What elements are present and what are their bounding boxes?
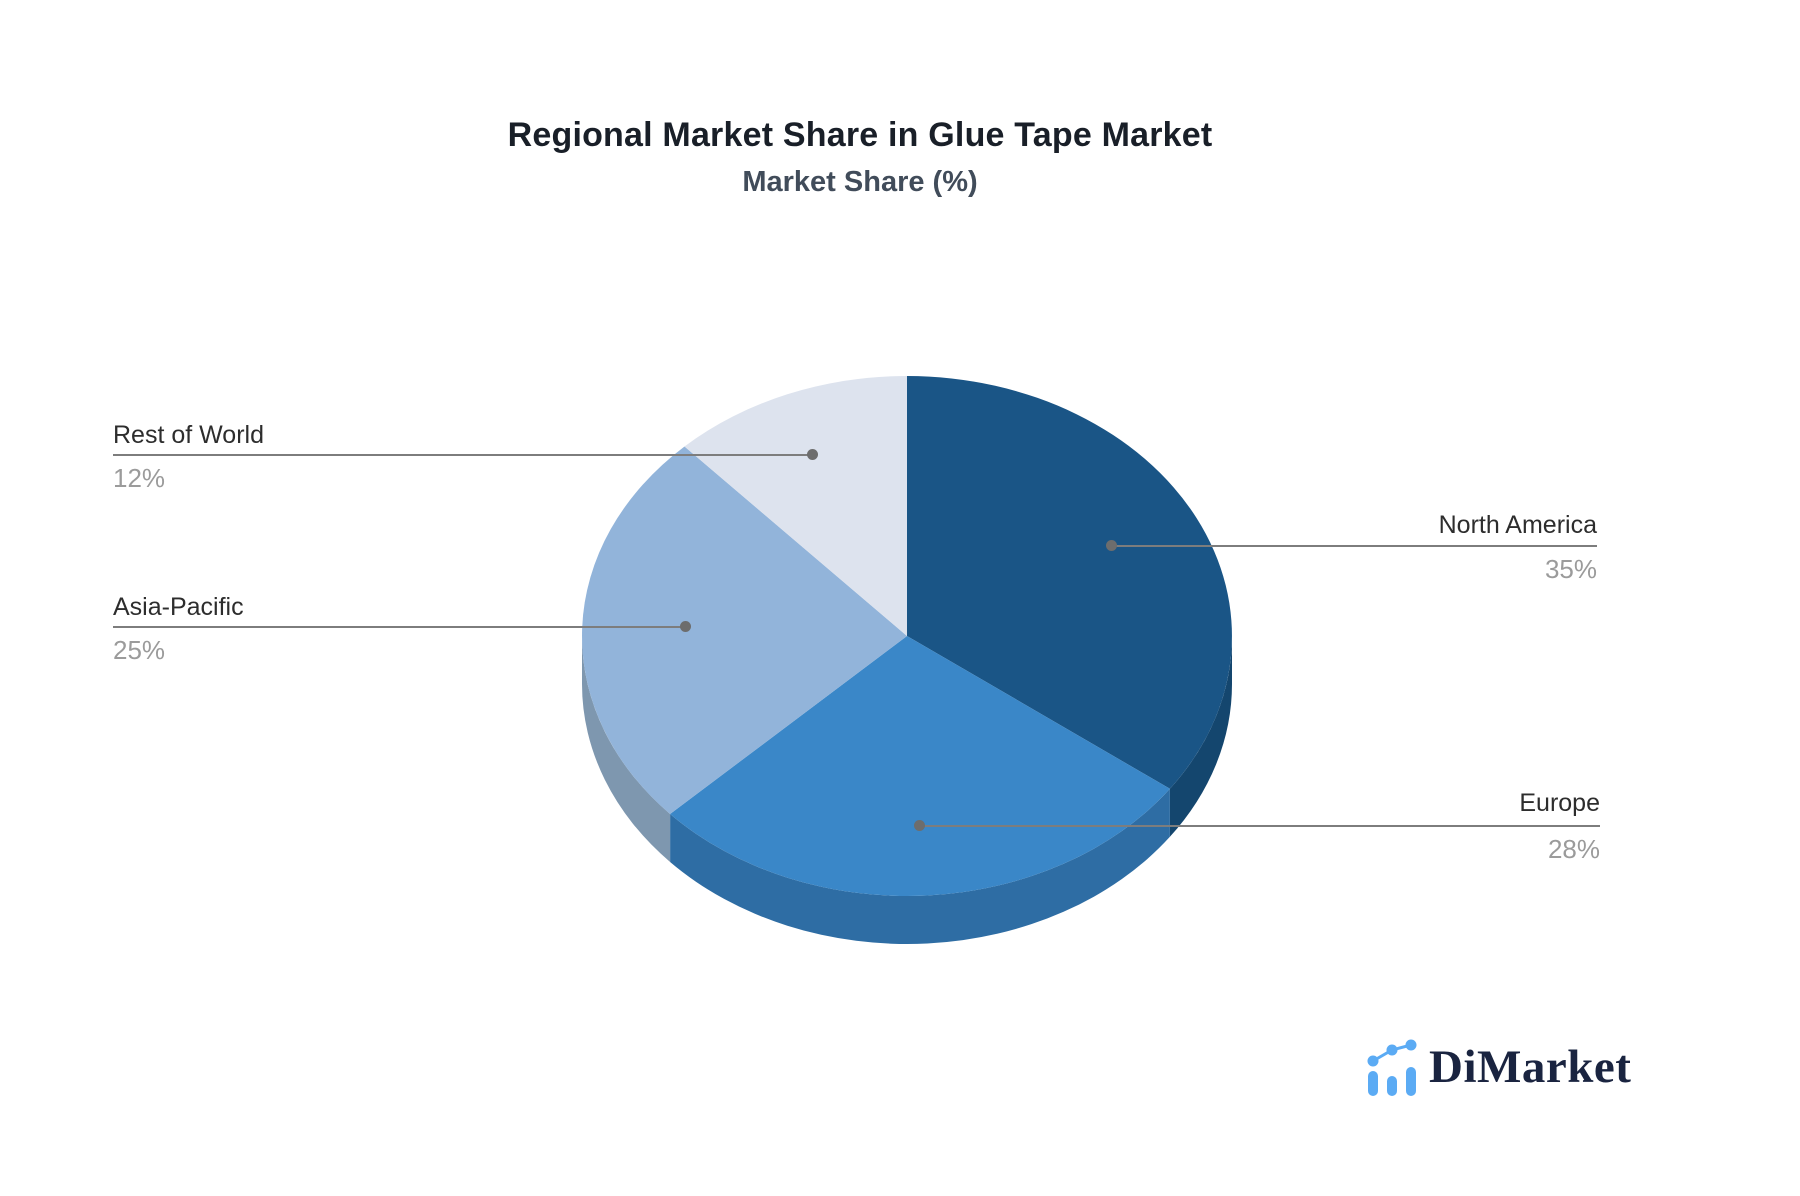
pie-slice-side-asia-pacific	[582, 636, 671, 862]
connector-dot-asia-pacific	[680, 621, 691, 632]
connector-dot-rest-of-world	[807, 449, 818, 460]
brand-name: DiMarket	[1429, 1041, 1632, 1093]
bar-line-chart-icon	[1367, 1039, 1417, 1096]
connector-europe	[920, 825, 1600, 827]
chart-subtitle: Market Share (%)	[742, 166, 978, 198]
pie-slice-europe[interactable]	[670, 636, 1170, 896]
slice-label-rest-of-world: Rest of World	[113, 421, 264, 449]
pie-slice-side-north-america	[1169, 636, 1232, 837]
pie-slice-side-europe	[670, 788, 1170, 944]
connector-north-america	[1112, 545, 1597, 547]
slice-label-asia-pacific: Asia-Pacific	[113, 593, 244, 621]
pie-slice-rest-of-world[interactable]	[684, 376, 908, 636]
pie-slice-north-america[interactable]	[907, 376, 1232, 789]
slice-label-europe: Europe	[1519, 789, 1600, 817]
connector-rest-of-world	[113, 454, 813, 456]
slice-label-north-america: North America	[1438, 511, 1597, 539]
pie-slice-asia-pacific[interactable]	[582, 446, 907, 815]
slice-value-rest-of-world: 12%	[113, 463, 166, 493]
slice-value-north-america: 35%	[1544, 554, 1597, 584]
connector-asia-pacific	[113, 626, 686, 628]
brand-logo: DiMarket	[1367, 1038, 1631, 1096]
connector-dot-europe	[914, 820, 925, 831]
slice-value-asia-pacific: 25%	[113, 635, 166, 665]
slice-value-europe: 28%	[1547, 834, 1600, 864]
connector-dot-north-america	[1106, 540, 1117, 551]
chart-title: Regional Market Share in Glue Tape Marke…	[507, 116, 1213, 154]
